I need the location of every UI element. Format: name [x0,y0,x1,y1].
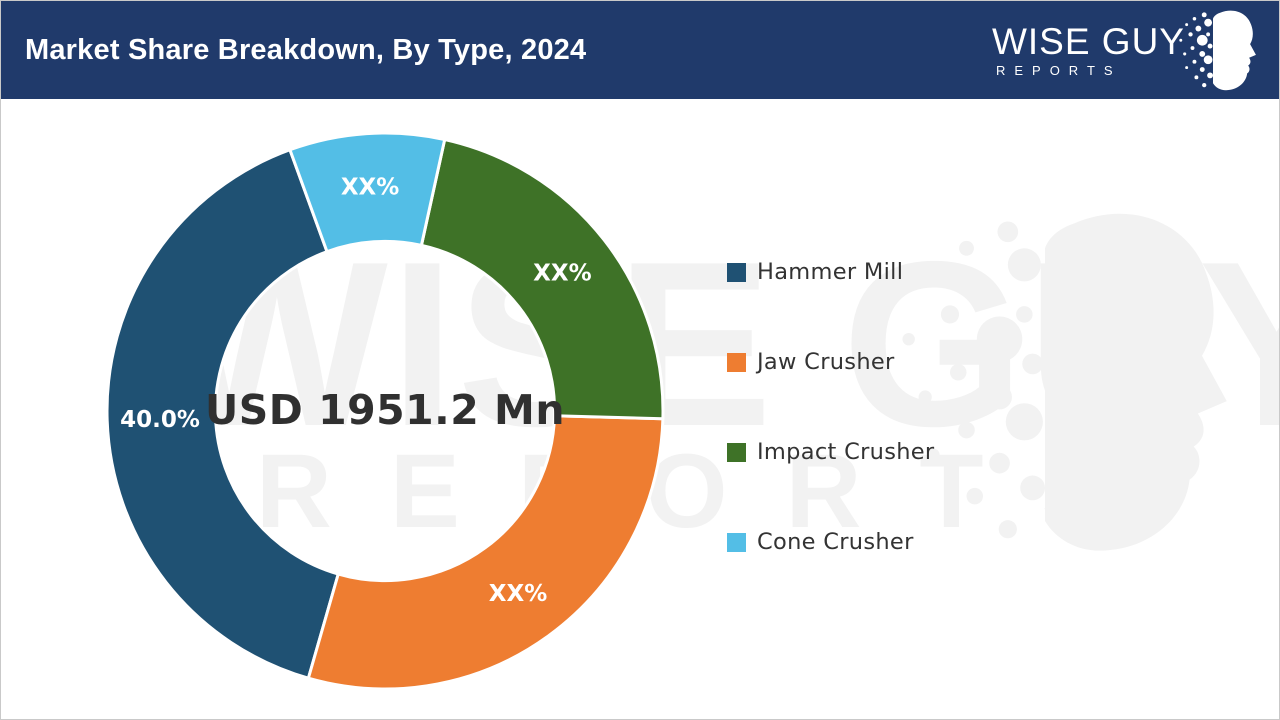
legend-item-jaw-crusher: Jaw Crusher [727,350,934,374]
legend-label: Hammer Mill [757,258,904,285]
donut-segment-hammer-mill [105,148,340,680]
header-bar: Market Share Breakdown, By Type, 2024 WI… [1,1,1279,99]
segment-label-hammer-mill: 40.0% [120,407,200,433]
legend-label: Impact Crusher [757,438,935,465]
segment-label-jaw-crusher: XX% [489,581,548,607]
legend-label: Jaw Crusher [757,348,895,375]
legend-item-cone-crusher: Cone Crusher [727,530,934,554]
legend-item-impact-crusher: Impact Crusher [727,440,934,464]
legend-item-hammer-mill: Hammer Mill [727,260,934,284]
donut-segment-cone-crusher [288,131,447,254]
legend-swatch-hammer-mill [727,262,746,282]
donut-chart: 40.0% XX% XX% XX% [105,131,665,691]
page-title: Market Share Breakdown, By Type, 2024 [25,33,587,66]
segment-label-impact-crusher: XX% [533,261,592,287]
donut-segment-jaw-crusher [306,414,665,691]
wise-guy-reports-logo: WISE GUY REPORTS [992,1,1257,99]
logo-name: WISE GUY [991,20,1185,62]
donut-segment-impact-crusher [419,137,665,421]
legend-label: Cone Crusher [757,528,914,555]
legend-swatch-jaw-crusher [727,352,746,372]
logo-face-icon [1169,9,1257,91]
logo-subtitle: REPORTS [995,62,1122,78]
chart-legend: Hammer Mill Jaw Crusher Impact Crusher C… [727,260,934,554]
legend-swatch-cone-crusher [727,532,746,552]
donut-center-value: USD 1951.2 Mn [204,386,566,434]
legend-swatch-impact-crusher [727,442,746,462]
segment-label-cone-crusher: XX% [341,175,400,201]
